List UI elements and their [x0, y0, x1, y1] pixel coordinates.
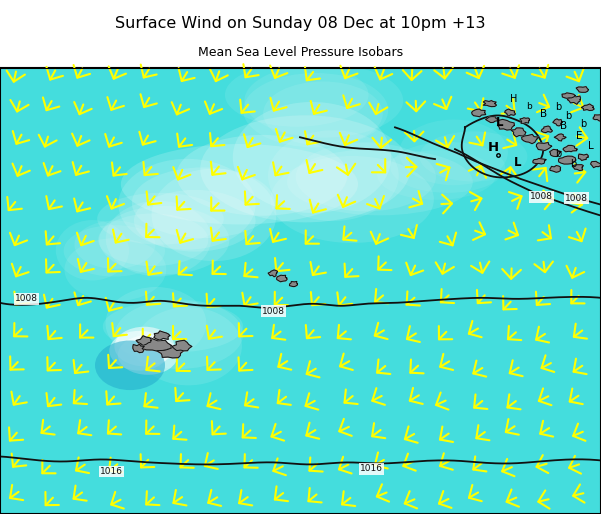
- Polygon shape: [172, 340, 192, 351]
- Text: b: b: [526, 102, 532, 112]
- Ellipse shape: [135, 307, 242, 386]
- Polygon shape: [567, 96, 581, 104]
- Ellipse shape: [134, 190, 255, 252]
- Text: L: L: [588, 141, 594, 151]
- Ellipse shape: [64, 238, 166, 301]
- Ellipse shape: [287, 149, 473, 215]
- Text: 1016: 1016: [100, 467, 123, 476]
- Polygon shape: [536, 142, 552, 151]
- Text: L: L: [514, 156, 522, 169]
- Ellipse shape: [56, 220, 129, 281]
- Polygon shape: [593, 115, 601, 121]
- Ellipse shape: [75, 221, 155, 269]
- Text: b: b: [555, 102, 561, 113]
- Polygon shape: [562, 93, 575, 98]
- Polygon shape: [276, 275, 287, 282]
- Polygon shape: [156, 347, 184, 358]
- Polygon shape: [138, 338, 171, 352]
- Ellipse shape: [151, 169, 276, 261]
- Text: 1008: 1008: [565, 194, 588, 203]
- Ellipse shape: [118, 159, 256, 250]
- Ellipse shape: [419, 132, 528, 181]
- Polygon shape: [154, 331, 170, 340]
- Polygon shape: [498, 119, 514, 130]
- Text: b: b: [555, 149, 561, 159]
- Polygon shape: [472, 109, 486, 117]
- Text: 1008: 1008: [530, 192, 553, 201]
- Ellipse shape: [200, 115, 410, 223]
- Ellipse shape: [132, 168, 275, 238]
- Ellipse shape: [121, 144, 358, 225]
- Text: 1016: 1016: [360, 464, 383, 473]
- Polygon shape: [522, 134, 539, 143]
- Text: b: b: [570, 159, 576, 169]
- Ellipse shape: [103, 301, 243, 353]
- Ellipse shape: [233, 102, 391, 213]
- Polygon shape: [542, 126, 552, 133]
- Text: 1008: 1008: [262, 307, 285, 316]
- Ellipse shape: [399, 120, 508, 185]
- Ellipse shape: [98, 213, 209, 266]
- Ellipse shape: [225, 63, 368, 126]
- Polygon shape: [549, 150, 561, 157]
- Ellipse shape: [64, 225, 165, 277]
- Text: b: b: [580, 119, 586, 130]
- Polygon shape: [578, 154, 588, 160]
- Polygon shape: [136, 336, 151, 345]
- Ellipse shape: [268, 130, 398, 221]
- Polygon shape: [550, 166, 561, 172]
- Ellipse shape: [118, 335, 178, 375]
- Polygon shape: [268, 270, 278, 277]
- Ellipse shape: [99, 206, 230, 274]
- Polygon shape: [486, 117, 498, 122]
- Ellipse shape: [263, 81, 383, 145]
- Polygon shape: [553, 119, 563, 126]
- Ellipse shape: [177, 135, 347, 216]
- Text: Mean Sea Level Pressure Isobars: Mean Sea Level Pressure Isobars: [198, 46, 403, 60]
- Text: B: B: [560, 121, 567, 131]
- Polygon shape: [563, 145, 577, 152]
- Ellipse shape: [377, 150, 496, 200]
- Polygon shape: [133, 344, 144, 353]
- Ellipse shape: [97, 193, 224, 245]
- Ellipse shape: [114, 327, 174, 366]
- Text: H: H: [487, 141, 499, 154]
- Polygon shape: [576, 87, 588, 93]
- Text: Surface Wind on Sunday 08 Dec at 10pm +13: Surface Wind on Sunday 08 Dec at 10pm +1…: [115, 16, 486, 31]
- Ellipse shape: [245, 64, 403, 138]
- Polygon shape: [533, 158, 546, 164]
- Polygon shape: [511, 128, 526, 137]
- Text: 1008: 1008: [15, 295, 38, 303]
- Ellipse shape: [115, 300, 243, 369]
- Text: E: E: [576, 131, 582, 141]
- Ellipse shape: [270, 156, 434, 243]
- Ellipse shape: [109, 331, 169, 371]
- Polygon shape: [290, 281, 297, 287]
- Polygon shape: [573, 164, 584, 171]
- Text: H: H: [510, 94, 517, 103]
- Ellipse shape: [296, 142, 436, 211]
- Polygon shape: [505, 109, 516, 116]
- Text: B: B: [540, 109, 547, 119]
- Text: L: L: [496, 116, 504, 129]
- Ellipse shape: [106, 287, 206, 359]
- Ellipse shape: [243, 73, 388, 148]
- Polygon shape: [483, 101, 496, 106]
- Text: b: b: [565, 112, 571, 121]
- Polygon shape: [558, 156, 576, 164]
- Ellipse shape: [95, 340, 165, 390]
- Polygon shape: [520, 118, 529, 123]
- Polygon shape: [554, 134, 566, 141]
- Ellipse shape: [391, 142, 505, 193]
- Polygon shape: [581, 104, 594, 111]
- Polygon shape: [591, 161, 601, 168]
- Ellipse shape: [106, 200, 211, 277]
